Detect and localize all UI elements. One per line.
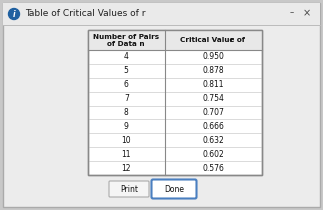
Text: 0.602: 0.602 — [203, 150, 224, 159]
Bar — [88, 30, 262, 175]
Text: r: r — [229, 37, 233, 43]
Text: 5: 5 — [124, 66, 129, 75]
Text: 0.707: 0.707 — [202, 108, 224, 117]
Text: Critical Value of: Critical Value of — [180, 37, 247, 43]
FancyBboxPatch shape — [151, 180, 196, 198]
Text: 0.811: 0.811 — [203, 80, 224, 89]
Circle shape — [8, 8, 19, 20]
Text: 7: 7 — [124, 94, 129, 103]
Bar — [3, 3, 320, 25]
Bar — [88, 30, 262, 175]
Text: 0.950: 0.950 — [202, 52, 224, 62]
Text: 8: 8 — [124, 108, 129, 117]
Text: 0.878: 0.878 — [203, 66, 224, 75]
FancyBboxPatch shape — [109, 181, 149, 197]
Text: Done: Done — [164, 185, 184, 193]
Text: 4: 4 — [124, 52, 129, 62]
Text: Print: Print — [120, 185, 138, 193]
Text: 0.754: 0.754 — [202, 94, 224, 103]
Text: 0.632: 0.632 — [203, 136, 224, 145]
Text: –: – — [290, 8, 294, 17]
Text: Table of Critical Values of r: Table of Critical Values of r — [25, 9, 145, 18]
Text: 11: 11 — [121, 150, 131, 159]
Text: 0.576: 0.576 — [202, 164, 224, 173]
Bar — [88, 30, 262, 50]
Text: 12: 12 — [121, 164, 131, 173]
Text: ×: × — [303, 8, 311, 18]
Text: 9: 9 — [124, 122, 129, 131]
Text: 6: 6 — [124, 80, 129, 89]
Text: 10: 10 — [121, 136, 131, 145]
Text: i: i — [13, 10, 15, 19]
Text: Number of Pairs: Number of Pairs — [93, 34, 159, 40]
Text: of Data n: of Data n — [108, 41, 145, 47]
Text: 0.666: 0.666 — [202, 122, 224, 131]
